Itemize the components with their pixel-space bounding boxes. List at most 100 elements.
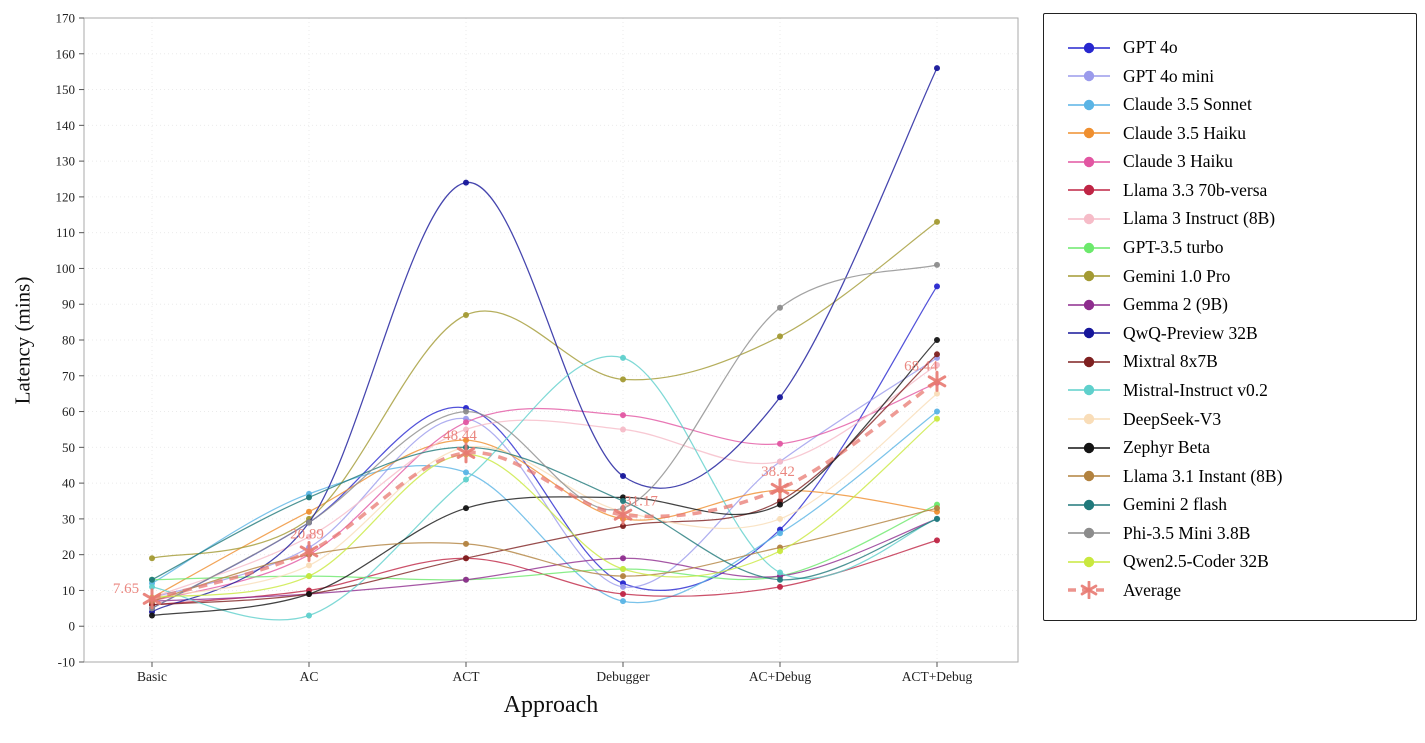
- legend-label-claude-3-5-sonnet: Claude 3.5 Sonnet: [1123, 94, 1252, 115]
- y-tick-label: 80: [62, 333, 75, 348]
- average-point-label: 38.42: [761, 464, 795, 480]
- line-legend-marker: [1068, 556, 1110, 568]
- series-line-gemma-2-9b: [151, 518, 938, 602]
- series-line-gpt-3-5-turbo: [151, 504, 938, 581]
- legend-item-mistral-instruct-v0-2: Mistral-Instruct v0.2: [1066, 377, 1408, 404]
- series-line-claude-3-5-haiku: [151, 439, 938, 599]
- line-legend-marker: [1068, 442, 1110, 453]
- legend-item-gpt-4o-mini: GPT 4o mini: [1066, 63, 1408, 90]
- legend-item-llama-3-1-instant-8b: Llama 3.1 Instant (8B): [1066, 463, 1408, 490]
- legend-item-average: Average: [1066, 577, 1408, 604]
- y-tick-label: 20: [62, 547, 75, 562]
- legend-item-qwen2-5-coder-32b: Qwen2.5-Coder 32B: [1066, 548, 1408, 575]
- y-tick-label: 160: [56, 46, 76, 61]
- y-axis-label: Latency (mins): [10, 276, 35, 404]
- line-legend-marker: [1068, 470, 1110, 482]
- series-points-llama-3-instruct-8b: [149, 362, 940, 601]
- line-legend-marker: [1068, 413, 1110, 425]
- y-tick-label: 90: [62, 297, 75, 312]
- legend-item-claude-3-5-haiku: Claude 3.5 Haiku: [1066, 120, 1408, 147]
- series-line-qwen2-5-coder-32b: [151, 418, 938, 599]
- series-points-mistral-instruct-v0-2: [149, 354, 940, 619]
- y-tick-label: 70: [62, 368, 75, 383]
- legend-item-gpt-4o: GPT 4o: [1066, 34, 1408, 61]
- y-tick-label: 140: [56, 118, 76, 133]
- line-legend-marker: [1068, 385, 1110, 396]
- line-legend-marker: [1068, 299, 1110, 310]
- y-tick-label: 40: [62, 476, 75, 491]
- line-legend-marker: [1068, 356, 1110, 368]
- line-legend-marker: [1068, 242, 1110, 253]
- y-tick-label: 150: [56, 82, 76, 97]
- legend-label-gpt-4o: GPT 4o: [1123, 37, 1178, 57]
- line-legend-marker: [1068, 42, 1110, 53]
- legend-item-zephyr-beta: Zephyr Beta: [1066, 434, 1408, 461]
- average-point-label: 48.44: [443, 428, 477, 444]
- series-points-gemini-1-0-pro: [149, 218, 940, 562]
- legend-label-mistral-instruct-v0-2: Mistral-Instruct v0.2: [1123, 379, 1268, 400]
- average-line: 7.65 20.89 48.44 31.17 38.42 68.44: [113, 358, 947, 610]
- average-point-label: 31.17: [624, 494, 658, 510]
- legend-label-gpt-4o-mini: GPT 4o mini: [1123, 65, 1215, 86]
- legend-item-gemma-2-9b: Gemma 2 (9B): [1066, 291, 1408, 318]
- legend-label-phi-3-5-mini-3-8b: Phi-3.5 Mini 3.8B: [1123, 522, 1251, 543]
- legend-label-gemini-2-flash: Gemini 2 flash: [1123, 494, 1228, 515]
- legend-item-qwq-preview-32b: QwQ-Preview 32B: [1066, 320, 1408, 347]
- axes: -10 0 10 20 30 40 50 60 70 80 90 100 110 120 130 140 150…: [56, 11, 1019, 684]
- y-tick-label: 10: [62, 583, 75, 598]
- legend-label-average: Average: [1123, 579, 1181, 600]
- average-point-label: 20.89: [290, 526, 324, 542]
- series-line-zephyr-beta: [151, 339, 938, 617]
- line-chart: -10 0 10 20 30 40 50 60 70 80 90 100 110 120 130 140 150…: [56, 11, 1019, 684]
- series-line-mistral-instruct-v0-2: [151, 355, 938, 621]
- y-tick-label: 100: [56, 261, 76, 276]
- line-legend-marker: [1068, 156, 1110, 168]
- y-tick-label: 170: [56, 11, 76, 26]
- line-legend-marker: [1068, 128, 1110, 139]
- legend-label-llama-3-3-70b-versa: Llama 3.3 70b-versa: [1123, 179, 1268, 200]
- legend-item-gemini-2-flash: Gemini 2 flash: [1066, 491, 1408, 518]
- series-line-gemini-1-0-pro: [151, 221, 938, 559]
- legend-label-gemma-2-9b: Gemma 2 (9B): [1123, 294, 1228, 315]
- legend-item-llama-3-instruct-8b: Llama 3 Instruct (8B): [1066, 205, 1408, 232]
- line-legend-marker: [1068, 185, 1110, 196]
- y-tick-label: -10: [58, 655, 75, 670]
- x-axis-label: Approach: [503, 692, 599, 718]
- legend-item-claude-3-haiku: Claude 3 Haiku: [1066, 148, 1408, 175]
- average-point-label: 7.65: [113, 581, 139, 597]
- y-tick-label: 110: [56, 225, 75, 240]
- line-legend-marker: [1068, 270, 1110, 282]
- y-tick-label: 0: [69, 619, 76, 634]
- series-line-deepseek-v3: [151, 393, 938, 599]
- y-tick-label: 130: [56, 154, 76, 169]
- series-line-claude-3-5-sonnet: [151, 411, 938, 604]
- legend-label-claude-3-5-haiku: Claude 3.5 Haiku: [1123, 122, 1246, 143]
- x-tick-label: Basic: [137, 669, 167, 684]
- line-legend-marker: [1068, 213, 1110, 225]
- line-legend-marker: [1068, 528, 1110, 539]
- average-point-label: 68.44: [904, 358, 938, 374]
- x-tick-label: AC: [300, 669, 319, 684]
- y-tick-label: 50: [62, 440, 75, 455]
- legend-item-claude-3-5-sonnet: Claude 3.5 Sonnet: [1066, 91, 1408, 118]
- x-tick-label: ACT: [453, 669, 481, 684]
- line-legend-marker: [1068, 70, 1110, 82]
- legend-label-llama-3-instruct-8b: Llama 3 Instruct (8B): [1123, 208, 1276, 229]
- series-line-llama-3-1-instant-8b: [151, 507, 938, 602]
- y-tick-label: 120: [56, 189, 76, 204]
- average-legend-marker: [1068, 581, 1110, 600]
- series-lines: [149, 65, 940, 621]
- legend: GPT 4o GPT 4o mini Claude 3.5 Sonnet Claude…: [1043, 13, 1417, 621]
- series-line-claude-3-haiku: [151, 382, 938, 602]
- series-line-gemini-2-flash: [151, 446, 938, 581]
- legend-label-qwq-preview-32b: QwQ-Preview 32B: [1123, 322, 1258, 343]
- y-tick-label: 30: [62, 511, 75, 526]
- legend-label-zephyr-beta: Zephyr Beta: [1123, 437, 1210, 458]
- legend-label-gpt-3-5-turbo: GPT-3.5 turbo: [1123, 237, 1224, 258]
- line-legend-marker: [1068, 99, 1110, 110]
- legend-item-llama-3-3-70b-versa: Llama 3.3 70b-versa: [1066, 177, 1408, 204]
- legend-item-deepseek-v3: DeepSeek-V3: [1066, 406, 1408, 433]
- y-axis-label-wrap: Latency (mins): [6, 18, 40, 662]
- x-tick-label: Debugger: [596, 669, 650, 684]
- legend-label-mixtral-8x7b: Mixtral 8x7B: [1123, 351, 1218, 372]
